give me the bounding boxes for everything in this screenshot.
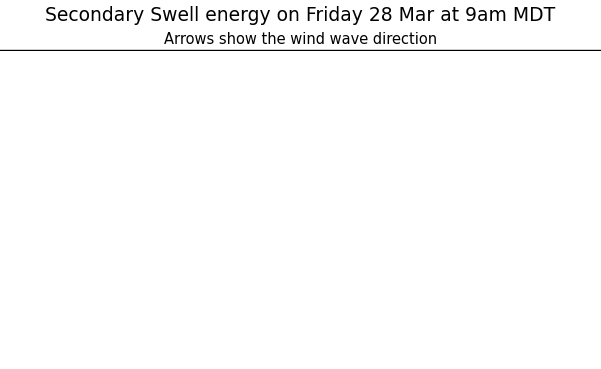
Text: Secondary Swell energy on Friday 28 Mar at 9am MDT: Secondary Swell energy on Friday 28 Mar … [45, 6, 556, 25]
Text: cartopy required: cartopy required [243, 203, 358, 217]
Text: Arrows show the wind wave direction: Arrows show the wind wave direction [164, 32, 437, 47]
